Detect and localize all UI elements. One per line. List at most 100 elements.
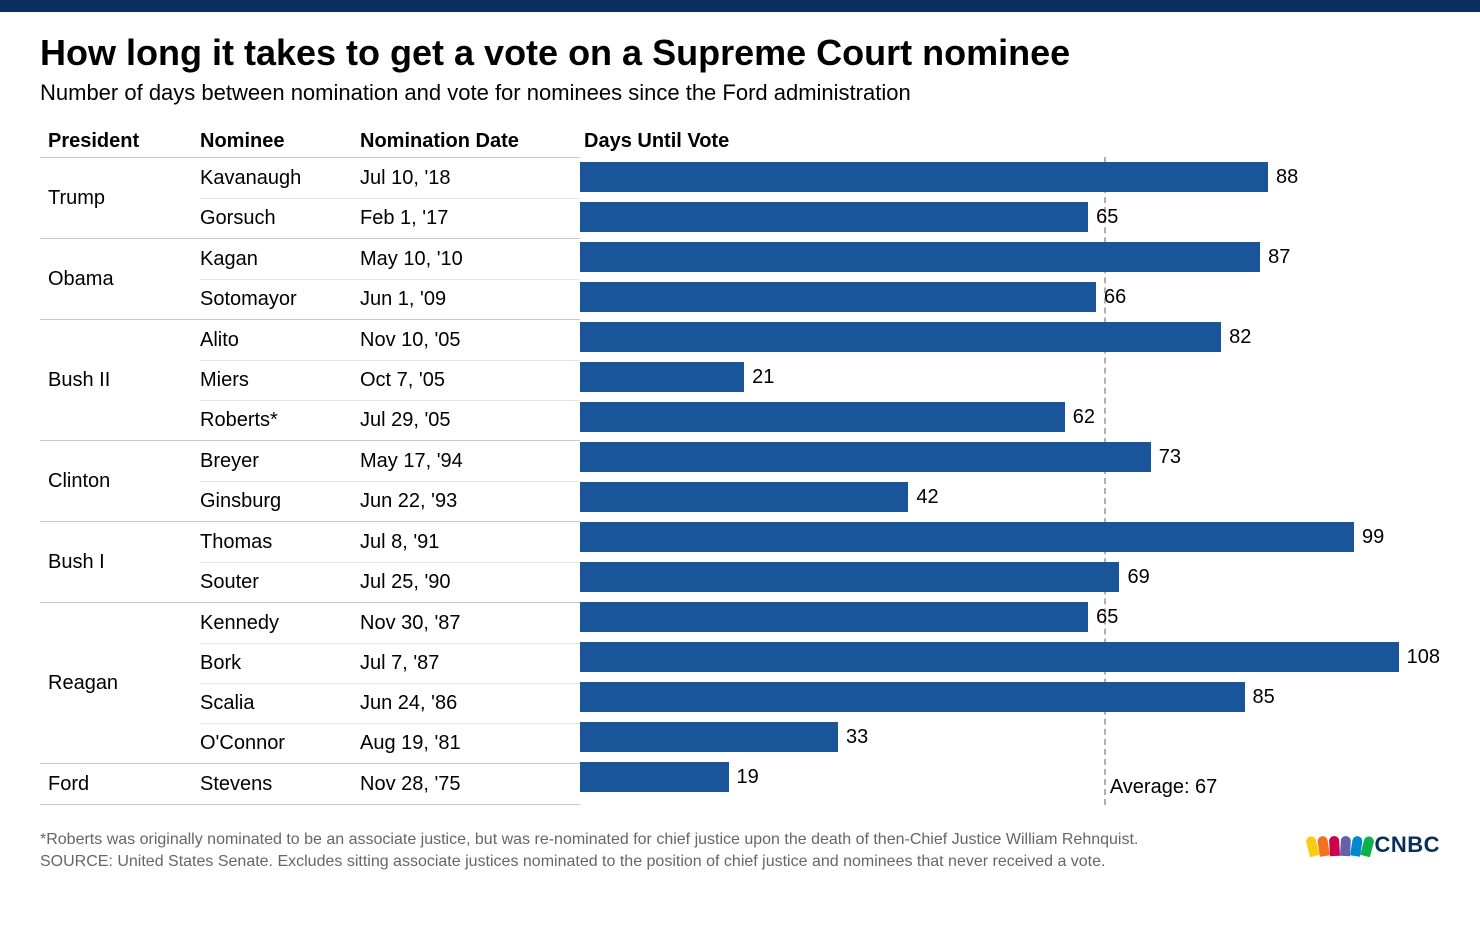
nominee-row: KaganMay 10, '10 bbox=[200, 239, 580, 279]
date-cell: Jun 22, '93 bbox=[360, 490, 580, 513]
bar-value-label: 108 bbox=[1407, 646, 1440, 669]
top-accent-bar bbox=[0, 0, 1480, 12]
bar-row: 87 bbox=[580, 237, 1440, 277]
president-group: ClintonBreyerMay 17, '94GinsburgJun 22, … bbox=[40, 440, 580, 521]
president-group: FordStevensNov 28, '75 bbox=[40, 763, 580, 805]
nominee-cell: Breyer bbox=[200, 450, 360, 473]
bar-value-label: 73 bbox=[1159, 446, 1181, 469]
bar bbox=[580, 162, 1268, 192]
nominee-rows: AlitoNov 10, '05MiersOct 7, '05Roberts*J… bbox=[200, 320, 580, 440]
bar bbox=[580, 642, 1399, 672]
president-cell: Ford bbox=[40, 764, 200, 804]
date-cell: Nov 10, '05 bbox=[360, 329, 580, 352]
chart-subtitle: Number of days between nomination and vo… bbox=[40, 80, 1440, 106]
nominee-row: SouterJul 25, '90 bbox=[200, 562, 580, 602]
nominee-row: BorkJul 7, '87 bbox=[200, 643, 580, 683]
bar-row: 82 bbox=[580, 317, 1440, 357]
bar-value-label: 82 bbox=[1229, 326, 1251, 349]
nominee-rows: KavanaughJul 10, '18 GorsuchFeb 1, '17 bbox=[200, 158, 580, 238]
bar bbox=[580, 362, 744, 392]
nominee-cell: Bork bbox=[200, 652, 360, 675]
bar-value-label: 99 bbox=[1362, 526, 1384, 549]
nominee-cell: Kavanaugh bbox=[200, 167, 360, 190]
header-president: President bbox=[40, 130, 200, 153]
bar bbox=[580, 762, 729, 792]
bar bbox=[580, 602, 1088, 632]
bar-value-label: 66 bbox=[1104, 286, 1126, 309]
president-cell: Clinton bbox=[40, 441, 200, 521]
president-cell: Trump bbox=[40, 158, 200, 238]
nominee-row: GinsburgJun 22, '93 bbox=[200, 481, 580, 521]
nominee-cell: Thomas bbox=[200, 531, 360, 554]
bar-row: 19 bbox=[580, 757, 1440, 797]
bar bbox=[580, 482, 908, 512]
date-cell: Jul 29, '05 bbox=[360, 409, 580, 432]
nominee-row: StevensNov 28, '75 bbox=[200, 764, 580, 804]
date-cell: Nov 30, '87 bbox=[360, 612, 580, 635]
date-cell: Jul 10, '18 bbox=[360, 167, 580, 190]
bar-value-label: 88 bbox=[1276, 166, 1298, 189]
bar bbox=[580, 682, 1245, 712]
bar bbox=[580, 402, 1065, 432]
nominee-row: O'ConnorAug 19, '81 bbox=[200, 723, 580, 763]
bar-value-label: 21 bbox=[752, 366, 774, 389]
president-group: Bush IThomasJul 8, '91SouterJul 25, '90 bbox=[40, 521, 580, 602]
nominee-row: SotomayorJun 1, '09 bbox=[200, 279, 580, 319]
president-group: ObamaKaganMay 10, '10SotomayorJun 1, '09 bbox=[40, 238, 580, 319]
nominee-row: KennedyNov 30, '87 bbox=[200, 603, 580, 643]
date-cell: Jun 24, '86 bbox=[360, 692, 580, 715]
bar bbox=[580, 242, 1260, 272]
president-cell: Reagan bbox=[40, 603, 200, 763]
bar-value-label: 33 bbox=[846, 726, 868, 749]
nominee-cell: Roberts* bbox=[200, 409, 360, 432]
left-table: TrumpKavanaughJul 10, '18 GorsuchFeb 1, '… bbox=[40, 157, 580, 805]
bars-stack: 886587668221627342996965108853319 bbox=[580, 157, 1440, 797]
date-cell: Jul 8, '91 bbox=[360, 531, 580, 554]
date-cell: Jul 25, '90 bbox=[360, 571, 580, 594]
header-nominee: Nominee bbox=[200, 130, 360, 153]
nominee-cell: Alito bbox=[200, 329, 360, 352]
bar-value-label: 62 bbox=[1073, 406, 1095, 429]
bar-row: 21 bbox=[580, 357, 1440, 397]
bar-chart-area: Average: 67 8865876682216273429969651088… bbox=[580, 157, 1440, 805]
bar-row: 108 bbox=[580, 637, 1440, 677]
footnote: *Roberts was originally nominated to be … bbox=[40, 829, 1440, 874]
bar-row: 85 bbox=[580, 677, 1440, 717]
president-group: ReaganKennedyNov 30, '87BorkJul 7, '87Sc… bbox=[40, 602, 580, 763]
nominee-rows: BreyerMay 17, '94GinsburgJun 22, '93 bbox=[200, 441, 580, 521]
bar bbox=[580, 722, 838, 752]
chart-container: How long it takes to get a vote on a Sup… bbox=[0, 12, 1480, 815]
bar-value-label: 65 bbox=[1096, 606, 1118, 629]
nominee-row: ScaliaJun 24, '86 bbox=[200, 683, 580, 723]
nominee-row: ThomasJul 8, '91 bbox=[200, 522, 580, 562]
nominee-cell: Sotomayor bbox=[200, 288, 360, 311]
nominee-cell: Miers bbox=[200, 369, 360, 392]
bar-value-label: 87 bbox=[1268, 246, 1290, 269]
nominee-cell: O'Connor bbox=[200, 732, 360, 755]
bar bbox=[580, 442, 1151, 472]
nominee-cell: Stevens bbox=[200, 773, 360, 796]
president-cell: Bush II bbox=[40, 320, 200, 440]
date-cell: Aug 19, '81 bbox=[360, 732, 580, 755]
date-cell: May 17, '94 bbox=[360, 450, 580, 473]
nominee-row: GorsuchFeb 1, '17 bbox=[200, 198, 580, 238]
date-cell: Jun 1, '09 bbox=[360, 288, 580, 311]
chart-title: How long it takes to get a vote on a Sup… bbox=[40, 32, 1440, 74]
bar bbox=[580, 522, 1354, 552]
nominee-row: AlitoNov 10, '05 bbox=[200, 320, 580, 360]
nominee-rows: KaganMay 10, '10SotomayorJun 1, '09 bbox=[200, 239, 580, 319]
table-header-row: President Nominee Nomination Date Days U… bbox=[40, 130, 1440, 157]
nominee-rows: ThomasJul 8, '91SouterJul 25, '90 bbox=[200, 522, 580, 602]
nominee-rows: StevensNov 28, '75 bbox=[200, 764, 580, 804]
bar-value-label: 85 bbox=[1253, 686, 1275, 709]
nominee-cell: Scalia bbox=[200, 692, 360, 715]
bar bbox=[580, 322, 1221, 352]
date-cell: Nov 28, '75 bbox=[360, 773, 580, 796]
header-date: Nomination Date bbox=[360, 130, 580, 153]
bar bbox=[580, 282, 1096, 312]
bar-value-label: 65 bbox=[1096, 206, 1118, 229]
peacock-icon bbox=[1310, 836, 1370, 856]
date-cell: May 10, '10 bbox=[360, 248, 580, 271]
nominee-row: BreyerMay 17, '94 bbox=[200, 441, 580, 481]
bar-row: 66 bbox=[580, 277, 1440, 317]
